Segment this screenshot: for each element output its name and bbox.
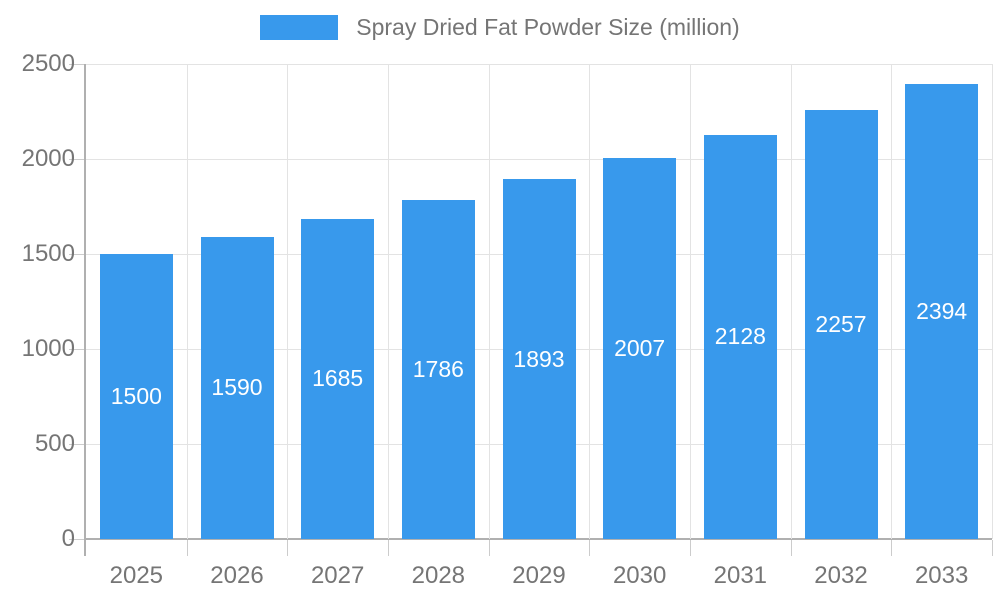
- y-axis-label: 2000: [21, 145, 75, 172]
- bar-value-label: 2007: [614, 334, 666, 361]
- x-axis-label: 2031: [713, 562, 768, 589]
- gridline-vertical: [186, 64, 188, 539]
- x-axis-label: 2032: [814, 562, 868, 589]
- legend[interactable]: Spray Dried Fat Powder Size (million): [0, 14, 1000, 41]
- y-axis-label: 2500: [21, 50, 75, 77]
- x-tick-mark: [388, 540, 389, 556]
- x-axis-label: 2028: [411, 562, 466, 589]
- y-tick-mark: [69, 444, 86, 445]
- x-axis-line: [86, 538, 992, 540]
- gridline-horizontal: [86, 159, 992, 160]
- x-tick-mark: [287, 540, 289, 556]
- gridline-vertical: [388, 64, 389, 539]
- y-tick-mark: [69, 349, 86, 350]
- bar-value-label: 1500: [110, 383, 162, 409]
- gridline-vertical: [992, 64, 993, 539]
- x-tick-mark: [186, 540, 188, 556]
- bar-value-label: 1786: [412, 355, 464, 382]
- x-tick-mark: [790, 540, 792, 556]
- y-tick-mark: [69, 539, 86, 540]
- x-axis-label: 2027: [310, 562, 365, 589]
- y-tick-mark: [69, 64, 86, 65]
- x-tick-mark: [488, 540, 490, 556]
- y-tick-mark: [69, 254, 86, 255]
- x-axis-label: 2026: [210, 562, 264, 589]
- bar[interactable]: 2007: [603, 157, 677, 539]
- bar[interactable]: 1685: [301, 218, 375, 539]
- y-axis-line: [84, 64, 86, 556]
- gridline-horizontal: [86, 64, 992, 65]
- bar[interactable]: 2394: [905, 84, 979, 539]
- x-tick-mark: [891, 540, 893, 556]
- bar-value-label: 2128: [714, 323, 766, 350]
- y-axis-label: 1500: [21, 240, 75, 267]
- gridline-vertical: [488, 64, 490, 539]
- gridline-vertical: [690, 64, 691, 539]
- bar-value-label: 1685: [312, 365, 364, 392]
- bar[interactable]: 1500: [99, 254, 173, 539]
- bar[interactable]: 1590: [200, 236, 274, 539]
- gridline-vertical: [891, 64, 893, 539]
- bar-value-label: 1590: [211, 374, 263, 401]
- bar[interactable]: 1893: [502, 179, 576, 539]
- x-axis-label: 2030: [612, 562, 667, 589]
- x-axis-label: 2025: [109, 562, 164, 589]
- bar-value-label: 2394: [916, 298, 968, 325]
- bar[interactable]: 2257: [804, 110, 878, 539]
- x-axis-label: 2033: [914, 562, 969, 589]
- gridline-vertical: [790, 64, 792, 539]
- bar[interactable]: 1786: [401, 199, 475, 539]
- x-axis-label: 2029: [512, 562, 566, 589]
- y-axis-label: 500: [34, 430, 75, 457]
- y-axis-label: 1000: [21, 335, 75, 362]
- gridline-vertical: [287, 64, 289, 539]
- y-axis-label: 0: [61, 525, 75, 552]
- bar-value-label: 1893: [513, 345, 565, 372]
- x-tick-mark: [992, 540, 993, 556]
- legend-label: Spray Dried Fat Powder Size (million): [356, 14, 740, 40]
- y-tick-mark: [69, 159, 86, 160]
- bar[interactable]: 2128: [703, 134, 777, 539]
- x-tick-mark: [690, 540, 691, 556]
- bar-value-label: 2257: [815, 311, 867, 338]
- legend-swatch: [260, 15, 339, 40]
- x-tick-mark: [589, 540, 591, 556]
- gridline-vertical: [589, 64, 591, 539]
